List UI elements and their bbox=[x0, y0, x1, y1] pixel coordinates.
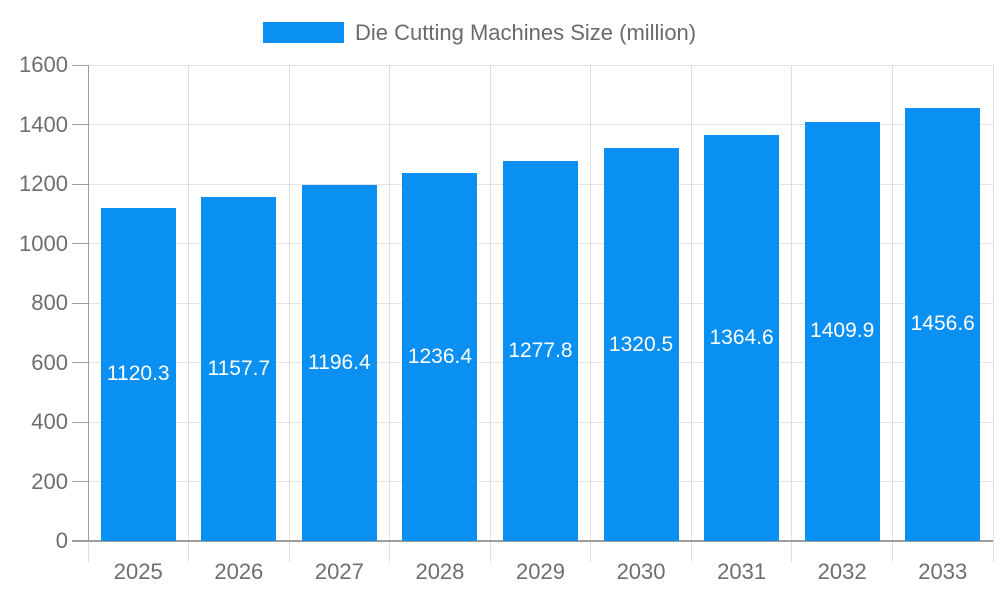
x-axis-tick-label: 2025 bbox=[113, 559, 163, 584]
bar[interactable] bbox=[100, 207, 176, 541]
bar[interactable] bbox=[301, 185, 377, 541]
y-axis-tick-label: 800 bbox=[31, 290, 68, 315]
y-axis-tick-label: 1600 bbox=[19, 52, 68, 77]
y-axis-tick-label: 1200 bbox=[19, 171, 68, 196]
legend-swatch bbox=[263, 22, 344, 43]
x-gridline bbox=[992, 65, 994, 562]
y-axis-tick-label: 400 bbox=[31, 409, 68, 434]
x-gridline bbox=[590, 65, 592, 562]
y-gridline bbox=[88, 64, 993, 66]
bar-value-label: 1196.4 bbox=[308, 351, 371, 375]
y-tick bbox=[72, 481, 88, 482]
x-gridline bbox=[791, 65, 793, 562]
y-tick bbox=[72, 124, 88, 125]
bar-value-label: 1320.5 bbox=[608, 332, 674, 356]
x-axis-tick-label: 2033 bbox=[918, 559, 968, 584]
x-axis-line bbox=[72, 540, 993, 542]
x-gridline bbox=[188, 65, 190, 562]
bar[interactable] bbox=[905, 107, 981, 541]
y-tick bbox=[72, 421, 88, 423]
y-axis-tick-label: 0 bbox=[55, 528, 68, 553]
y-tick bbox=[72, 183, 88, 185]
x-gridline bbox=[288, 65, 290, 562]
bar[interactable] bbox=[603, 148, 679, 541]
bar-value-label: 1277.8 bbox=[508, 338, 573, 362]
bar-value-label: 1364.6 bbox=[709, 326, 774, 350]
y-axis-tick-label: 600 bbox=[31, 349, 68, 375]
bar[interactable] bbox=[503, 160, 578, 541]
y-axis-tick-label: 1400 bbox=[19, 111, 68, 137]
x-axis-tick-label: 2031 bbox=[717, 559, 767, 584]
x-axis-tick-label: 2027 bbox=[314, 559, 364, 584]
bar[interactable] bbox=[402, 173, 478, 541]
y-gridline bbox=[88, 124, 993, 125]
legend-item[interactable]: Die Cutting Machines Size (million) bbox=[263, 20, 697, 45]
bar-value-label: 1236.4 bbox=[407, 345, 473, 369]
y-tick bbox=[72, 362, 88, 363]
x-gridline bbox=[891, 65, 893, 562]
y-axis-line bbox=[87, 65, 89, 541]
y-axis-tick-label: 1000 bbox=[19, 230, 68, 256]
x-axis-tick-label: 2028 bbox=[415, 559, 465, 584]
x-gridline bbox=[690, 65, 692, 562]
x-gridline bbox=[489, 65, 491, 562]
y-tick bbox=[72, 302, 88, 304]
x-axis-tick-label: 2029 bbox=[516, 559, 565, 584]
x-axis-tick-label: 2026 bbox=[214, 559, 264, 584]
y-tick bbox=[72, 243, 88, 244]
bar-value-label: 1456.6 bbox=[910, 312, 975, 336]
bar-value-label: 1157.7 bbox=[207, 356, 271, 380]
y-axis-tick-label: 200 bbox=[31, 468, 68, 494]
legend-label: Die Cutting Machines Size (million) bbox=[355, 20, 697, 45]
y-tick bbox=[72, 64, 88, 66]
x-axis-tick-label: 2030 bbox=[616, 559, 666, 584]
bar[interactable] bbox=[201, 196, 277, 541]
bar-value-label: 1409.9 bbox=[810, 319, 875, 343]
bar-value-label: 1120.3 bbox=[106, 362, 170, 386]
x-axis-tick-label: 2032 bbox=[817, 559, 867, 584]
bar[interactable] bbox=[704, 135, 780, 541]
bar[interactable] bbox=[804, 121, 880, 541]
x-gridline bbox=[389, 65, 391, 562]
